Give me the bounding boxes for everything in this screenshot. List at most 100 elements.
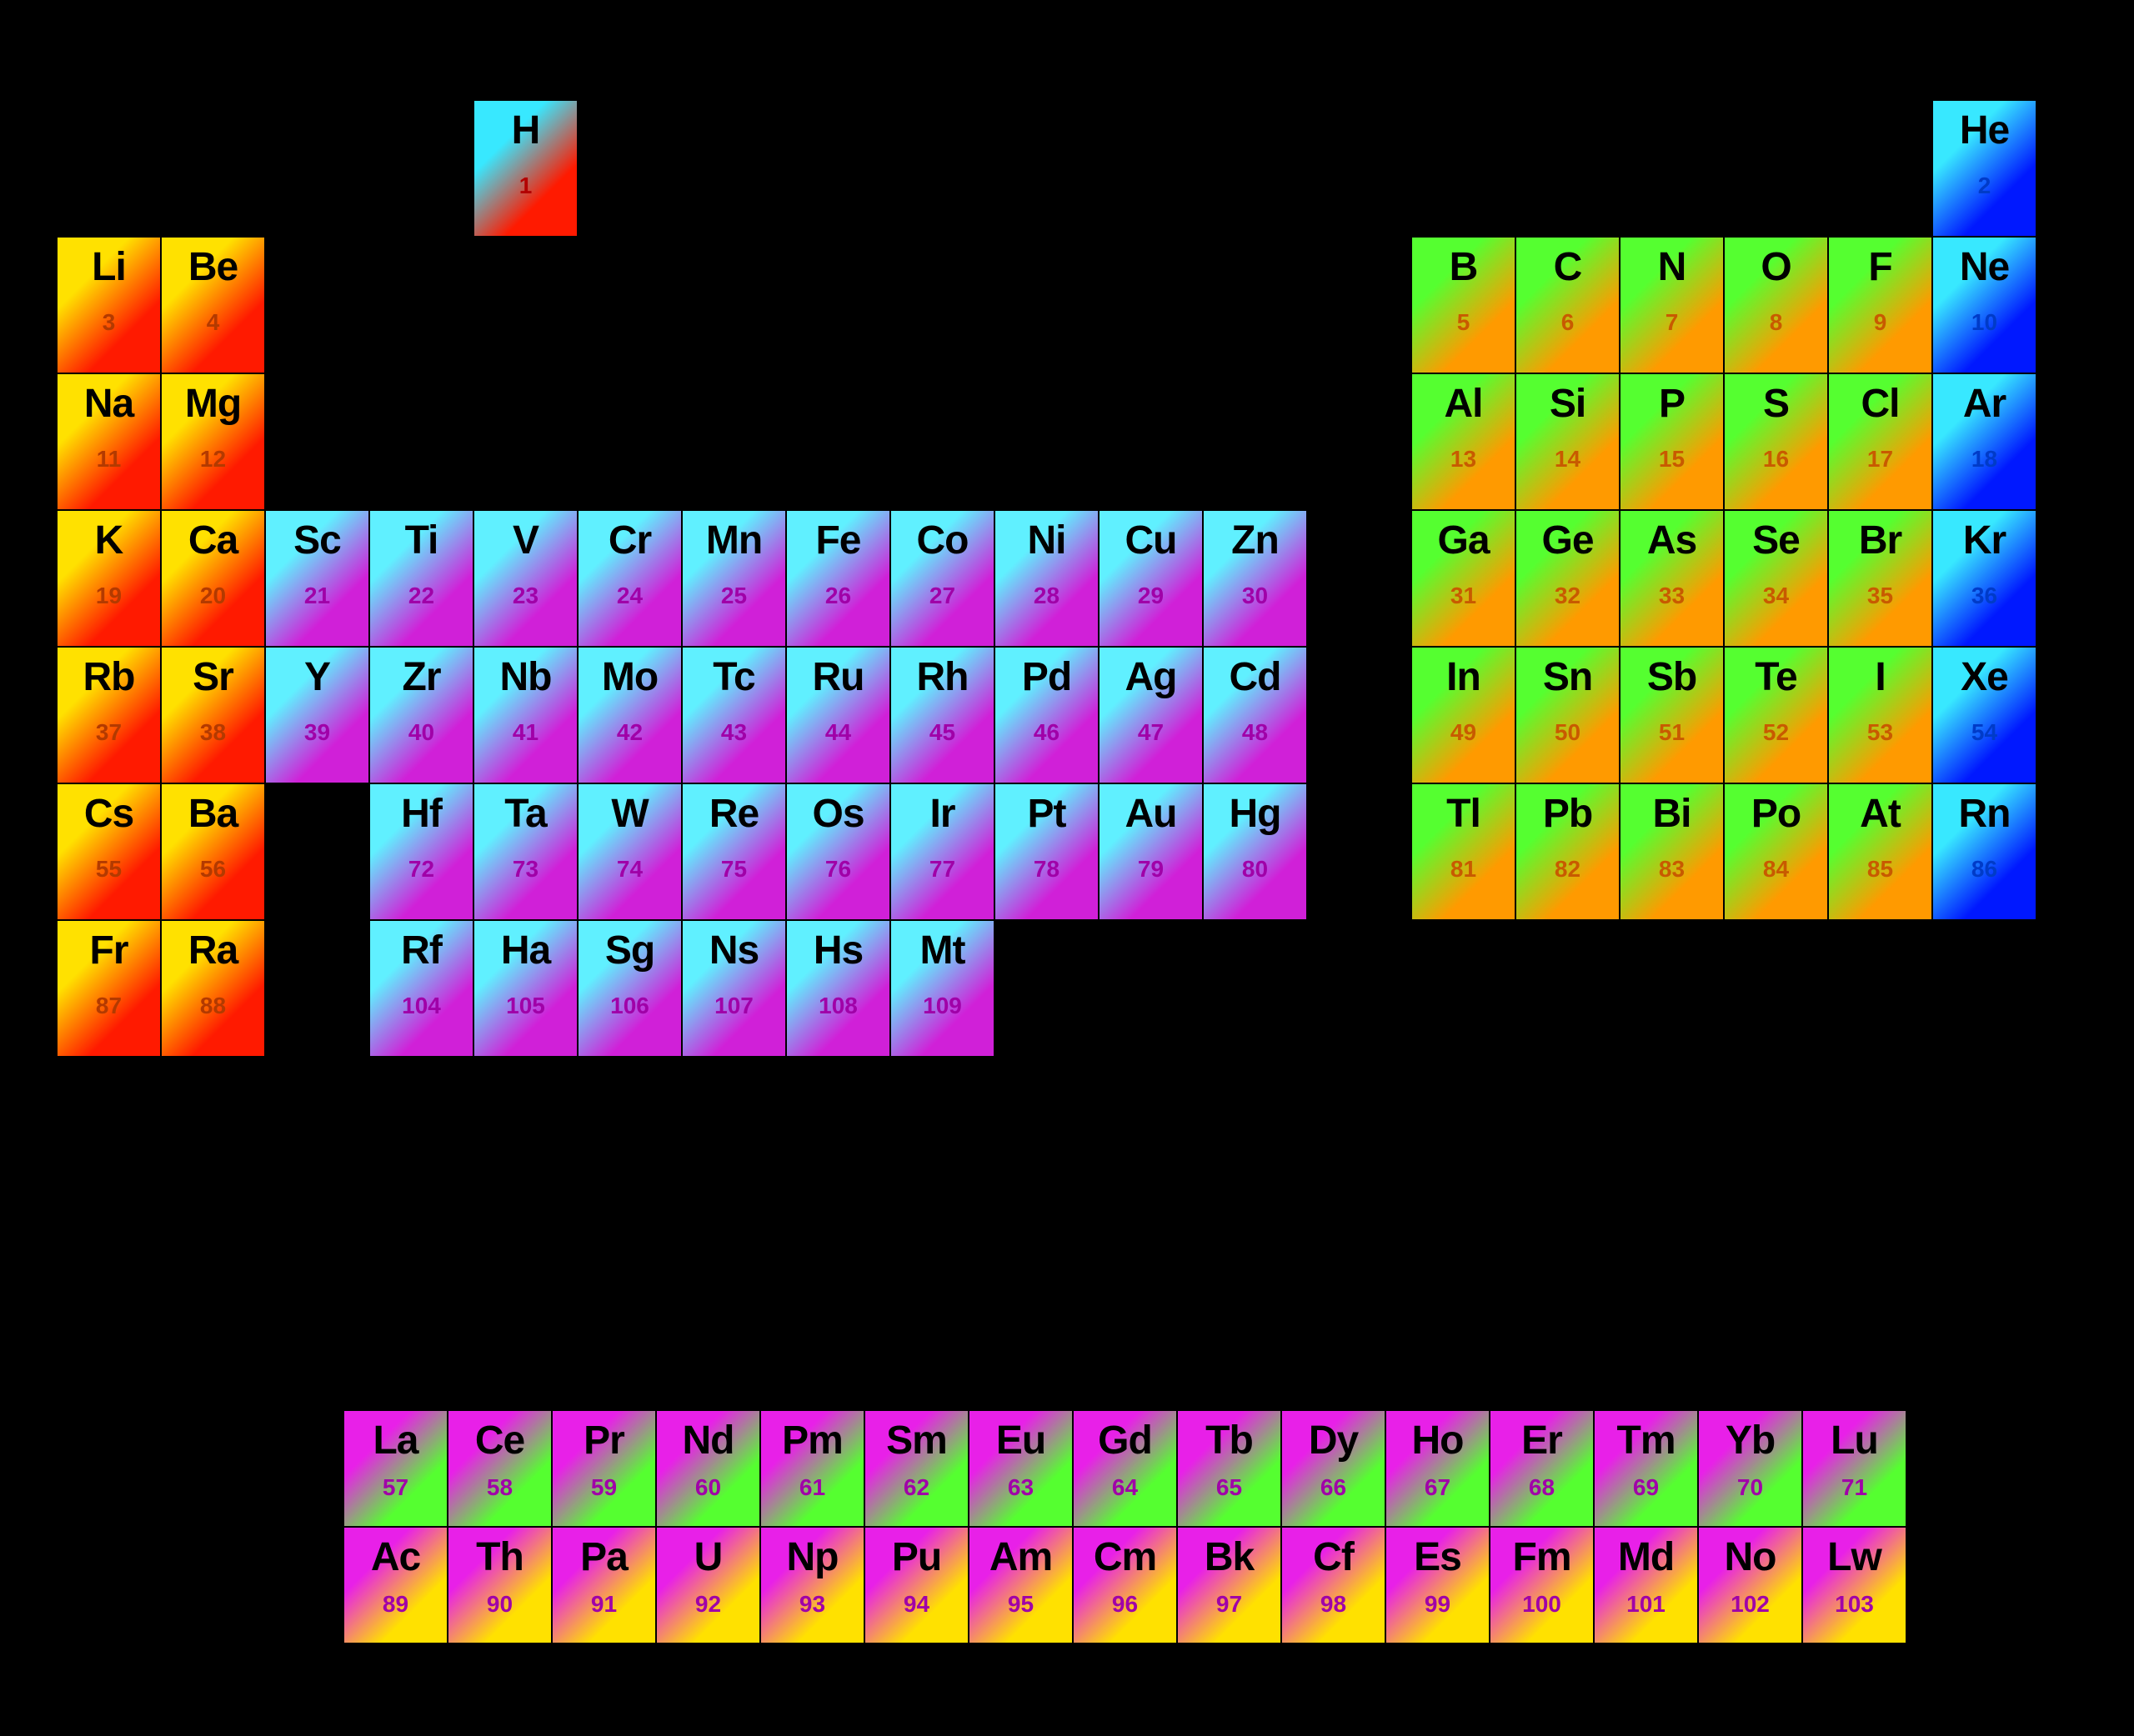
element-cell-lu: Lu 71 — [1802, 1410, 1906, 1527]
element-symbol: Ti — [405, 521, 438, 561]
element-cell-pm: Pm61 — [760, 1410, 864, 1527]
element-number: 84 — [1763, 858, 1789, 881]
element-symbol: Ho — [1412, 1421, 1464, 1461]
element-number: 47 — [1138, 721, 1164, 744]
element-number: 63 — [1008, 1476, 1034, 1499]
element-cell-nd: Nd 60 — [656, 1410, 760, 1527]
element-cell-ca: Ca20 — [161, 510, 265, 647]
element-cell-es: Es99 — [1385, 1527, 1490, 1643]
element-cell-si: Si14 — [1515, 373, 1620, 510]
element-number: 3 — [103, 311, 116, 334]
element-symbol: O — [1761, 248, 1791, 288]
element-cell-pt: Pt 78 — [994, 783, 1099, 920]
element-cell-h: H1 — [473, 100, 578, 237]
element-symbol: Xe — [1961, 658, 2008, 698]
element-number: 28 — [1034, 584, 1059, 608]
element-number: 36 — [1971, 584, 1997, 608]
element-symbol: I — [1875, 658, 1885, 698]
element-symbol: Lw — [1827, 1538, 1881, 1578]
element-symbol: Nd — [683, 1421, 734, 1461]
element-symbol: B — [1450, 248, 1478, 288]
element-number: 98 — [1320, 1593, 1346, 1616]
element-number: 31 — [1450, 584, 1476, 608]
element-symbol: Ns — [709, 931, 759, 971]
element-number: 71 — [1841, 1476, 1867, 1499]
element-cell-md: Md101 — [1594, 1527, 1698, 1643]
element-symbol: Sr — [193, 658, 233, 698]
element-symbol: Bk — [1205, 1538, 1254, 1578]
element-symbol: Ba — [188, 794, 238, 834]
element-cell-ra: Ra88 — [161, 920, 265, 1057]
element-cell-p: P15 — [1620, 373, 1724, 510]
element-number: 23 — [513, 584, 539, 608]
element-symbol: Rh — [917, 658, 969, 698]
element-number: 65 — [1216, 1476, 1242, 1499]
element-number: 56 — [200, 858, 226, 881]
element-cell-rn: Rn86 — [1932, 783, 2036, 920]
element-number: 7 — [1666, 311, 1679, 334]
element-symbol: Co — [917, 521, 969, 561]
element-cell-au: Au 79 — [1099, 783, 1203, 920]
element-cell-sg: Sg106 — [578, 920, 682, 1057]
element-symbol: Fr — [90, 931, 128, 971]
element-symbol: Zr — [403, 658, 441, 698]
element-cell-i: I53 — [1828, 647, 1932, 783]
element-number: 34 — [1763, 584, 1789, 608]
element-symbol: Y — [304, 658, 330, 698]
element-cell-kr: Kr36 — [1932, 510, 2036, 647]
element-symbol: Ir — [929, 794, 954, 834]
element-symbol: Au — [1125, 794, 1177, 834]
element-number: 76 — [825, 858, 851, 881]
element-symbol: Pm — [782, 1421, 843, 1461]
element-number: 79 — [1138, 858, 1164, 881]
element-cell-na: Na11 — [57, 373, 161, 510]
element-symbol: Ca — [188, 521, 238, 561]
element-number: 78 — [1034, 858, 1059, 881]
element-symbol: Rb — [83, 658, 135, 698]
element-number: 97 — [1216, 1593, 1242, 1616]
element-number: 30 — [1242, 584, 1268, 608]
element-symbol: Cu — [1125, 521, 1177, 561]
element-symbol: Sm — [886, 1421, 947, 1461]
element-number: 60 — [695, 1476, 721, 1499]
element-cell-np: Np93 — [760, 1527, 864, 1643]
element-number: 51 — [1659, 721, 1685, 744]
element-number: 21 — [304, 584, 330, 608]
element-symbol: Pt — [1028, 794, 1066, 834]
element-number: 68 — [1529, 1476, 1555, 1499]
element-symbol: Sn — [1543, 658, 1592, 698]
element-cell-w: W74 — [578, 783, 682, 920]
element-symbol: Cm — [1094, 1538, 1156, 1578]
element-symbol: Se — [1752, 521, 1800, 561]
element-number: 39 — [304, 721, 330, 744]
element-number: 69 — [1633, 1476, 1659, 1499]
element-number: 50 — [1555, 721, 1580, 744]
element-symbol: Mt — [920, 931, 965, 971]
element-number: 5 — [1457, 311, 1470, 334]
element-number: 22 — [408, 584, 434, 608]
element-symbol: Yb — [1726, 1421, 1775, 1461]
element-symbol: Lu — [1831, 1421, 1878, 1461]
element-cell-ne: Ne10 — [1932, 237, 2036, 373]
element-number: 86 — [1971, 858, 1997, 881]
element-number: 55 — [96, 858, 122, 881]
element-symbol: Cr — [609, 521, 651, 561]
element-symbol: P — [1659, 384, 1685, 424]
element-number: 88 — [200, 994, 226, 1018]
element-symbol: Pb — [1543, 794, 1592, 834]
element-cell-n: N7 — [1620, 237, 1724, 373]
element-cell-br: Br35 — [1828, 510, 1932, 647]
element-cell-f: F9 — [1828, 237, 1932, 373]
element-cell-ru: Ru44 — [786, 647, 890, 783]
element-symbol: Tl — [1446, 794, 1480, 834]
element-number: 57 — [383, 1476, 408, 1499]
element-number: 52 — [1763, 721, 1789, 744]
element-number: 102 — [1731, 1593, 1770, 1616]
element-number: 4 — [207, 311, 220, 334]
element-cell-rh: Rh45 — [890, 647, 994, 783]
element-symbol: Eu — [996, 1421, 1045, 1461]
element-number: 32 — [1555, 584, 1580, 608]
element-symbol: Tb — [1205, 1421, 1253, 1461]
element-symbol: No — [1725, 1538, 1776, 1578]
element-number: 72 — [408, 858, 434, 881]
